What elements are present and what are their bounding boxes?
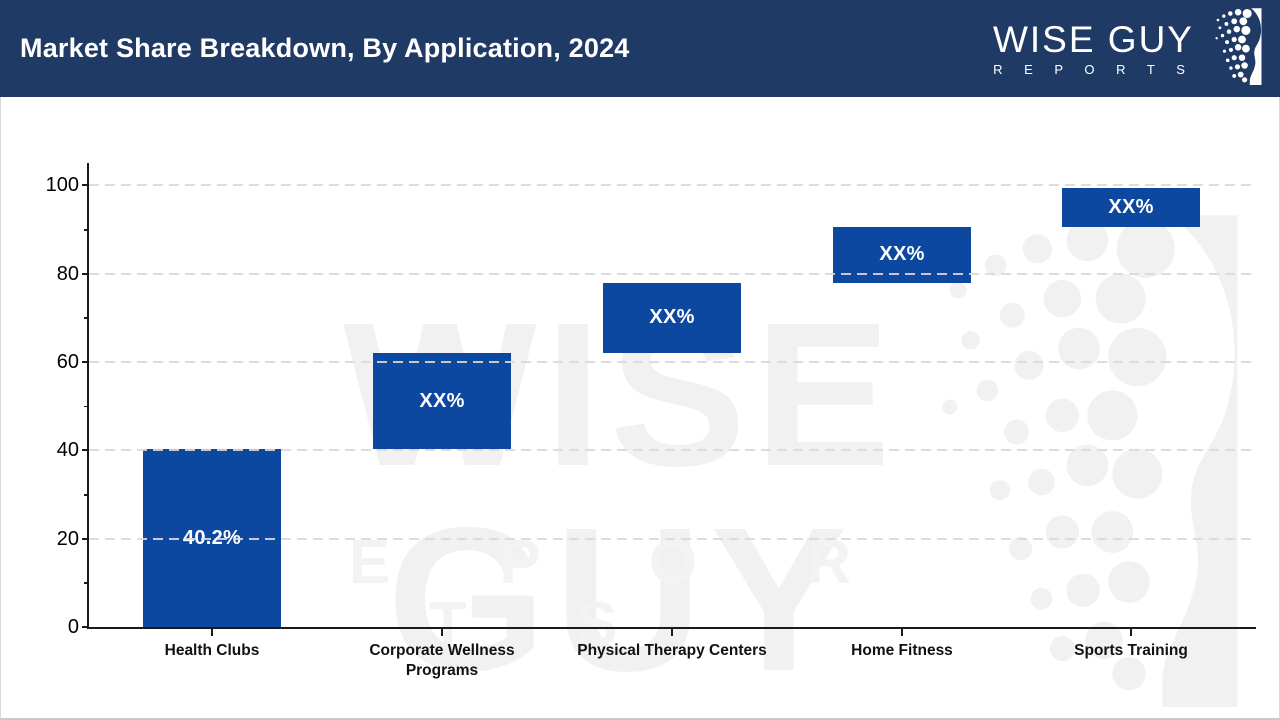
- brand-logo-text: WISE GUY R E P O R T S: [993, 21, 1194, 76]
- bar-value-label: XX%: [879, 243, 925, 266]
- bar-value-label: XX%: [649, 306, 695, 329]
- x-axis-tick: [671, 629, 673, 636]
- gridline-60: [89, 361, 1256, 364]
- y-axis-tick: [82, 184, 89, 187]
- gridline-100: [89, 184, 1256, 187]
- y-axis-minor-tick: [84, 582, 89, 584]
- y-axis-tick: [82, 272, 89, 275]
- page-title: Market Share Breakdown, By Application, …: [20, 33, 630, 63]
- watermark-brand-subtext: R E P O R T S: [194, 528, 898, 659]
- bar-value-label: XX%: [1108, 195, 1154, 218]
- bar-physical-therapy-centers: XX%: [603, 282, 741, 354]
- y-axis-line: [87, 163, 89, 629]
- y-axis-tick-label: 60: [56, 351, 79, 374]
- y-axis-minor-tick: [84, 229, 89, 231]
- gridline-40: [89, 449, 1256, 452]
- dotted-head-logo-icon: [1196, 7, 1262, 90]
- y-axis-tick-label: 0: [67, 616, 79, 638]
- y-axis-tick: [82, 361, 89, 364]
- y-axis-tick-label: 80: [56, 262, 79, 285]
- gridline-80: [89, 272, 1256, 275]
- x-axis-tick: [901, 629, 903, 636]
- y-axis-minor-tick: [84, 494, 89, 496]
- chart-area: WISE GUY R E P O R T S 40.2% XX% XX% XX% XX%…: [0, 97, 1280, 718]
- x-axis-label-corporate-wellness-programs: Corporate Wellness Programs: [369, 642, 515, 679]
- y-axis-minor-tick: [84, 405, 89, 408]
- y-axis-tick: [82, 449, 89, 452]
- watermark-head-icon: [819, 207, 1239, 712]
- brand-subtitle: R E P O R T S: [993, 62, 1194, 77]
- x-axis-line: [87, 627, 1256, 629]
- y-axis-tick: [82, 537, 89, 540]
- gridline-20: [89, 537, 1256, 540]
- y-axis-tick-label: 100: [45, 174, 79, 197]
- x-axis-label-home-fitness: Home Fitness: [851, 642, 953, 659]
- x-axis-tick: [441, 629, 443, 636]
- x-axis-tick: [211, 629, 213, 636]
- x-axis-label-physical-therapy-centers: Physical Therapy Centers: [577, 642, 767, 659]
- y-axis-tick: [82, 626, 89, 628]
- y-axis-tick-label: 40: [56, 439, 79, 462]
- brand-name: WISE GUY: [992, 19, 1194, 60]
- x-axis-label-health-clubs: Health Clubs: [164, 642, 260, 659]
- app-header: Market Share Breakdown, By Application, …: [0, 0, 1280, 97]
- bar-value-label: XX%: [419, 389, 465, 412]
- y-axis-tick-label: 20: [56, 527, 79, 550]
- x-axis-label-sports-training: Sports Training: [1074, 642, 1188, 659]
- brand-logo: WISE GUY R E P O R T S: [993, 7, 1280, 90]
- bar-sports-training: XX%: [1062, 187, 1200, 228]
- y-axis-minor-tick: [84, 317, 89, 319]
- x-axis-tick: [1130, 629, 1132, 636]
- bar-corporate-wellness-programs: XX%: [373, 353, 511, 450]
